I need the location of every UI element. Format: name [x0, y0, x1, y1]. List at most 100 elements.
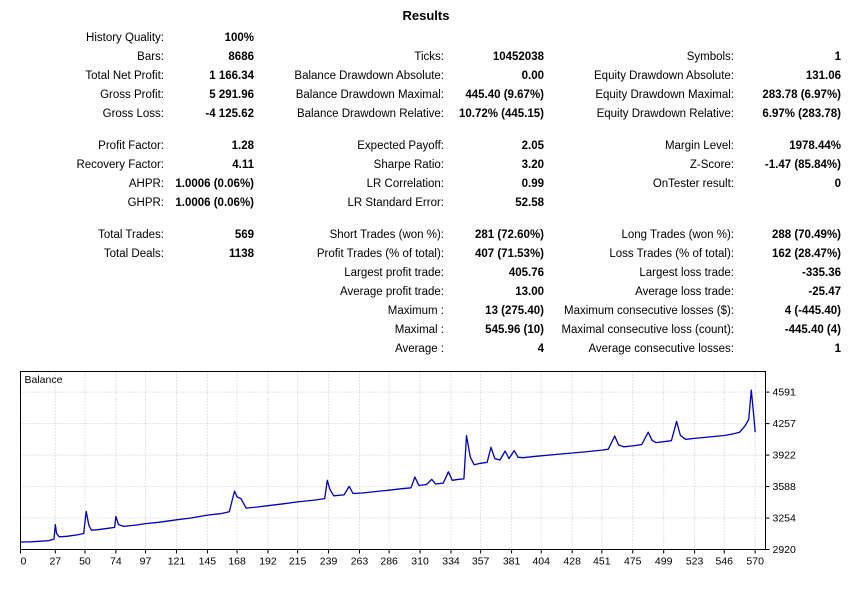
stat-label: LR Standard Error:	[347, 197, 444, 209]
x-tick-label: 381	[503, 556, 521, 568]
stat-label: Maximal :	[394, 324, 444, 336]
stat-label: Average profit trade:	[340, 286, 444, 298]
balance-line	[20, 389, 756, 543]
stat-value: 405.76	[508, 267, 544, 279]
spacer-row	[3, 124, 845, 137]
stat-label	[548, 194, 738, 213]
stat-label	[548, 29, 738, 48]
stat-label: Equity Drawdown Relative:	[596, 108, 734, 120]
stat-label: Short Trades (won %):	[329, 229, 444, 241]
stat-value: 13 (275.40)	[485, 305, 544, 317]
y-tick-label: 3922	[773, 450, 797, 462]
x-tick-label: 546	[715, 556, 733, 568]
stat-label	[3, 340, 168, 359]
stat-value: 1	[834, 343, 841, 355]
stat-value: 2.05	[521, 140, 544, 152]
stat-value: 0.00	[521, 70, 544, 82]
x-tick-label: 121	[168, 556, 186, 568]
stat-label: Largest profit trade:	[344, 267, 444, 279]
stat-value: -1.47 (85.84%)	[764, 159, 841, 171]
x-tick-label: 97	[140, 556, 152, 568]
stat-label	[3, 302, 168, 321]
stat-value: 13.00	[515, 286, 544, 298]
x-tick-label: 357	[472, 556, 490, 568]
x-tick-label: 404	[532, 556, 550, 568]
stat-label: Symbols:	[686, 51, 734, 63]
x-tick-label: 310	[411, 556, 429, 568]
stat-label: Total Net Profit:	[85, 70, 164, 82]
stat-value: 1.28	[231, 140, 254, 152]
stat-value: 0.99	[521, 178, 544, 190]
x-tick-label: 523	[686, 556, 704, 568]
stat-value: 545.96 (10)	[485, 324, 544, 336]
y-tick-label: 4591	[773, 387, 797, 399]
stat-value	[168, 264, 258, 283]
stat-label: Average :	[394, 343, 444, 355]
x-tick-label: 499	[655, 556, 673, 568]
y-tick-label: 3254	[773, 513, 797, 525]
stat-label: Balance Drawdown Maximal:	[295, 89, 444, 101]
stat-value: 6.97% (283.78)	[762, 108, 841, 120]
stat-label	[3, 283, 168, 302]
stat-value: 4	[537, 343, 544, 355]
x-tick-label: 475	[624, 556, 642, 568]
stat-label: GHPR:	[127, 197, 164, 209]
stat-value	[168, 302, 258, 321]
stat-label: Maximum :	[387, 305, 444, 317]
stat-value	[168, 340, 258, 359]
stat-value: 131.06	[805, 70, 841, 82]
x-tick-label: 239	[320, 556, 338, 568]
stat-label: Largest loss trade:	[639, 267, 734, 279]
stat-value: 4 (-445.40)	[784, 305, 841, 317]
stat-value: 1	[834, 51, 841, 63]
x-tick-label: 334	[442, 556, 460, 568]
stat-label: Bars:	[137, 51, 164, 63]
stat-label: LR Correlation:	[366, 178, 444, 190]
stat-value: 569	[234, 229, 254, 241]
stat-value: 10.72% (445.15)	[458, 108, 544, 120]
stat-value: 4.11	[232, 159, 254, 171]
stat-value: 3.20	[521, 159, 544, 171]
stat-label: Balance Drawdown Absolute:	[294, 70, 444, 82]
stat-label: Recovery Factor:	[76, 159, 164, 171]
stat-value: 100%	[224, 32, 254, 44]
stat-label: AHPR:	[128, 178, 164, 190]
stat-value: 162 (28.47%)	[771, 248, 841, 260]
stat-value: 283.78 (6.97%)	[762, 89, 841, 101]
stat-value: 407 (71.53%)	[474, 248, 544, 260]
x-tick-label: 74	[110, 556, 122, 568]
y-tick-label: 4257	[773, 418, 797, 430]
stat-value: -4 125.62	[205, 108, 254, 120]
stat-value: 10452038	[492, 51, 544, 63]
x-tick-label: 286	[380, 556, 398, 568]
chart-legend-label: Balance	[25, 374, 63, 386]
stat-value	[448, 29, 548, 48]
stat-label: Maximal consecutive loss (count):	[561, 324, 734, 336]
stat-label: Expected Payoff:	[357, 140, 444, 152]
x-tick-label: 168	[228, 556, 246, 568]
y-tick-label: 2920	[773, 544, 797, 556]
stat-value: 1138	[229, 248, 254, 260]
stat-value: -445.40 (4)	[784, 324, 841, 336]
stat-label: Z-Score:	[689, 159, 734, 171]
stat-value	[738, 194, 845, 213]
stat-label: Equity Drawdown Maximal:	[595, 89, 734, 101]
stat-label: Equity Drawdown Absolute:	[594, 70, 734, 82]
stat-label: Maximum consecutive losses ($):	[564, 305, 734, 317]
stat-value: 1 166.34	[209, 70, 254, 82]
stat-value: 0	[834, 178, 841, 190]
stat-label: Gross Loss:	[102, 108, 164, 120]
stat-label: Long Trades (won %):	[621, 229, 734, 241]
x-tick-label: 145	[199, 556, 217, 568]
stat-label	[258, 29, 448, 48]
x-tick-label: 451	[593, 556, 611, 568]
stat-label: Average consecutive losses:	[588, 343, 734, 355]
stat-label: OnTester result:	[652, 178, 734, 190]
stat-value: 52.58	[515, 197, 544, 209]
stat-label: Loss Trades (% of total):	[609, 248, 734, 260]
stat-label: Balance Drawdown Relative:	[296, 108, 444, 120]
y-tick-label: 3588	[773, 481, 797, 493]
x-tick-label: 428	[563, 556, 581, 568]
x-tick-label: 570	[746, 556, 764, 568]
stat-label: Ticks:	[414, 51, 444, 63]
